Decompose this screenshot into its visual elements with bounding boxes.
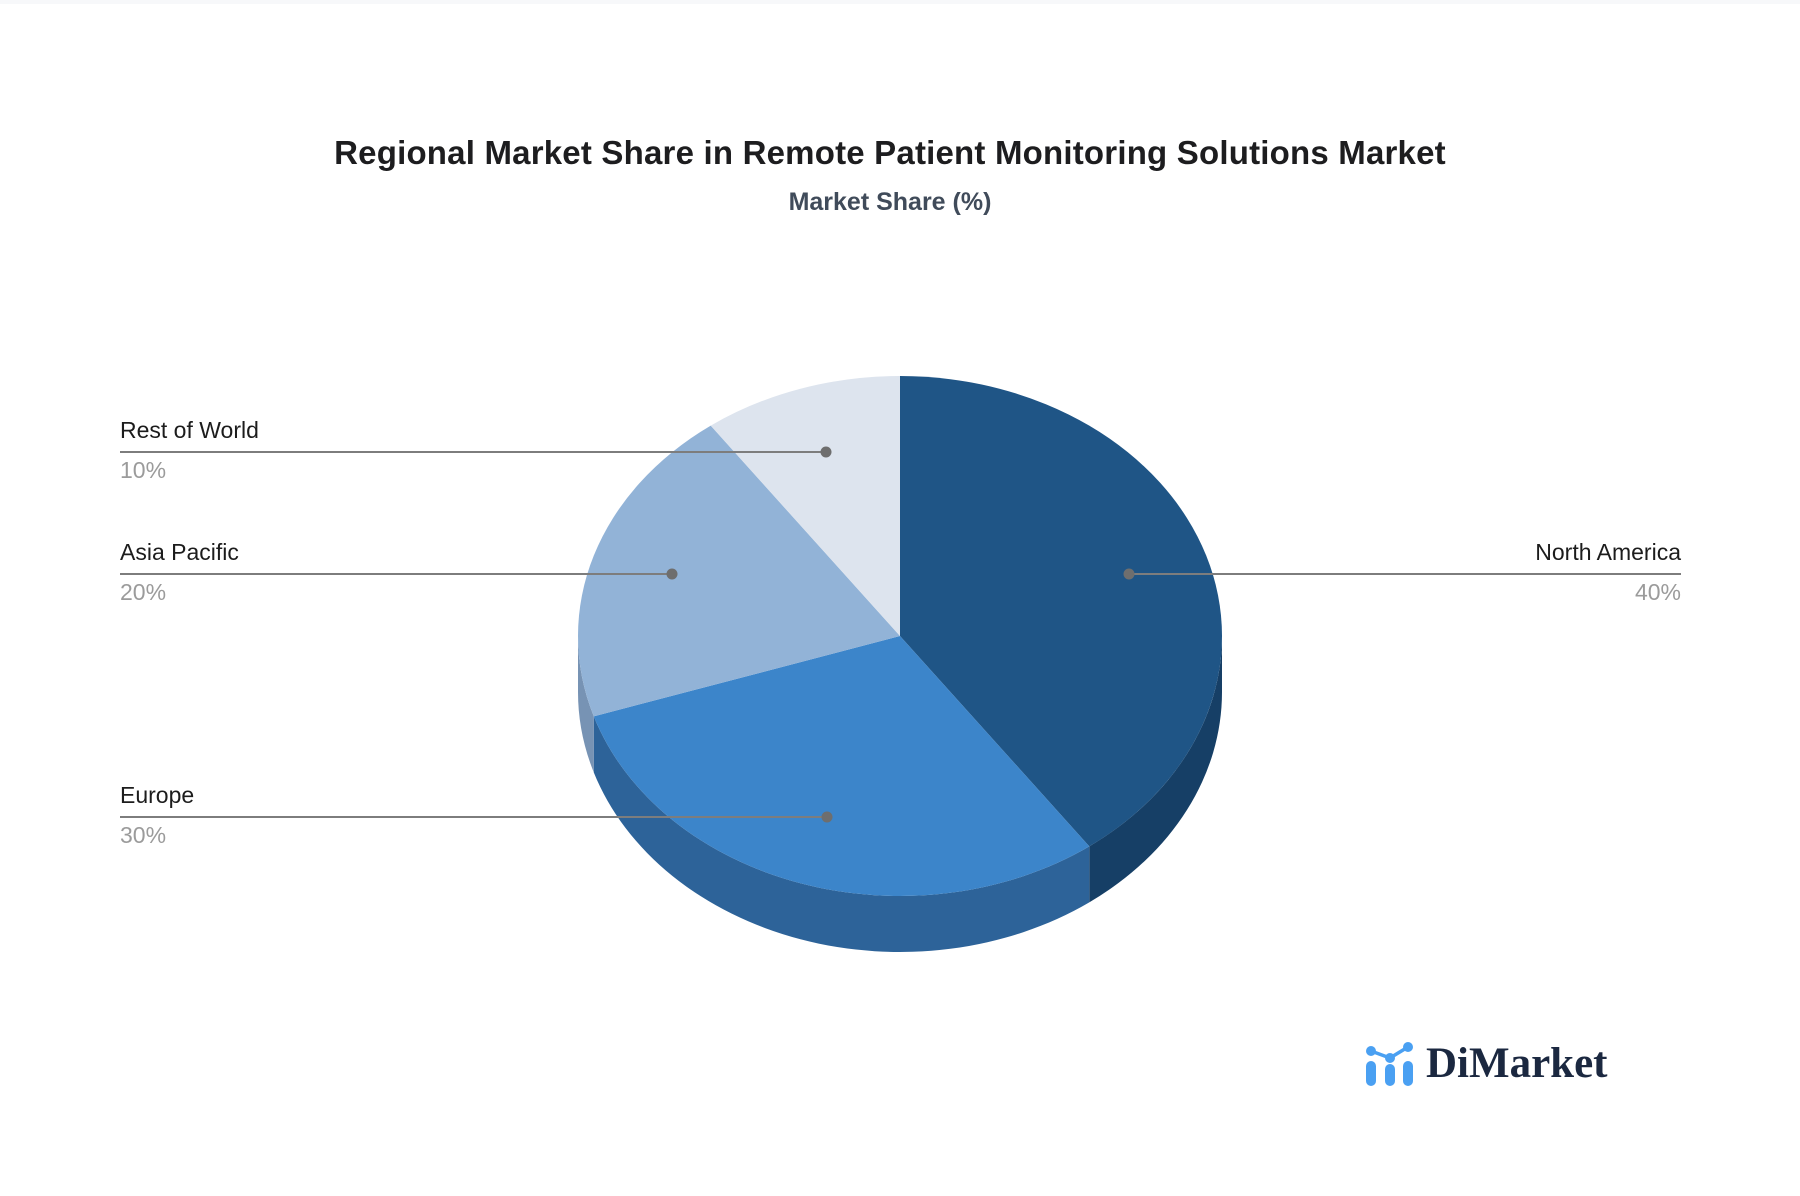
chart-title: Regional Market Share in Remote Patient … (334, 134, 1446, 171)
slice-value: 30% (120, 822, 167, 848)
pie-slice-side-europe (593, 716, 1090, 952)
brand-logo-text: DiMarket (1426, 1040, 1608, 1087)
callout-europe: Europe 30% (120, 781, 194, 849)
pie-slice-europe[interactable] (593, 636, 1090, 896)
leader-dot-north-america (1123, 568, 1135, 580)
pie-slice-side-north-america (1089, 636, 1222, 903)
slice-label: Europe (120, 782, 195, 808)
leader-dot-europe (821, 811, 833, 823)
callout-asia-pacific: Asia Pacific 20% (120, 538, 239, 606)
callout-north-america: North America 40% (1535, 538, 1681, 606)
pie-slice-north-america[interactable] (900, 376, 1222, 847)
pie-slice-asia-pacific[interactable] (578, 425, 900, 717)
slice-label: Asia Pacific (120, 539, 239, 565)
slice-label: Rest of World (120, 417, 259, 443)
leader-dot-asia-pacific (666, 568, 678, 580)
slice-value: 40% (1634, 579, 1681, 605)
pie-slice-side-asia-pacific (578, 636, 594, 773)
slice-label: North America (1535, 539, 1681, 565)
brand-logo: DiMarket (1364, 1040, 1608, 1088)
slice-value: 10% (120, 457, 167, 483)
bar-chart-with-trend-icon (1366, 1042, 1413, 1086)
chart-subtitle: Market Share (%) (788, 188, 992, 216)
slice-value: 20% (120, 579, 167, 605)
callout-rest-of-world: Rest of World 10% (120, 416, 259, 484)
top-strip (0, 0, 1800, 4)
pie-slice-rest-of-world[interactable] (710, 376, 900, 636)
leader-dot-rest-of-world (820, 446, 832, 458)
